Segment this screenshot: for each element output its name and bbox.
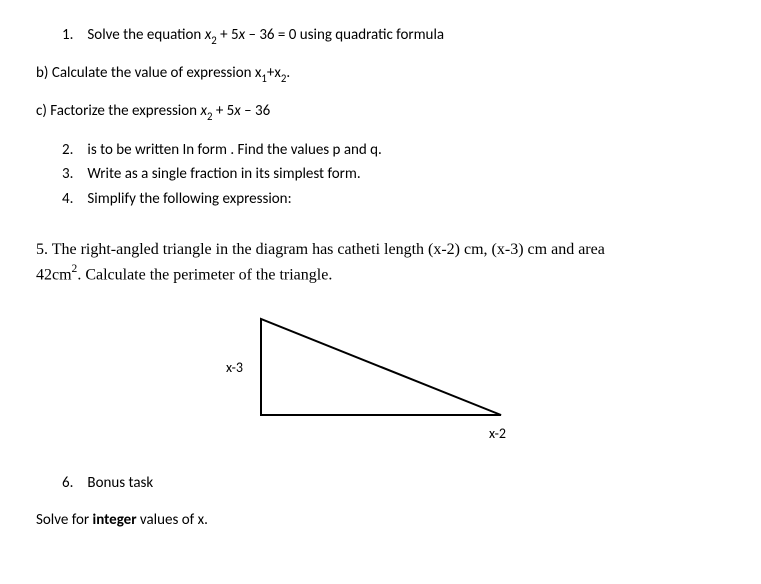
q3-number: 3. [62, 163, 84, 186]
question-4: 4. Simplify the following expression: [62, 188, 725, 211]
q6b-c: values of x. [137, 511, 208, 529]
q6-number: 6. [62, 472, 84, 495]
question-6b: Solve for integer values of x. [36, 509, 725, 532]
triangle-diagram: x-3 x-2 [226, 315, 725, 444]
question-1: 1. Solve the equation x2 + 5x – 36 = 0 u… [36, 24, 725, 48]
question-2: 2. is to be written In form . Find the v… [62, 139, 725, 162]
q6b-b: integer [93, 511, 137, 529]
q3-text: Write as a single fraction in its simple… [87, 165, 360, 183]
q5-line1c: length (x-2) cm, (x-3) cm and area [380, 241, 605, 258]
q2-number: 2. [62, 139, 84, 162]
q1b-s1: 1 [261, 72, 266, 85]
q6b-a: Solve for [36, 511, 93, 529]
q1c-sub2: 2 [207, 110, 212, 123]
q1b-plus: +x [267, 64, 281, 82]
q5-catheti: catheti [337, 241, 380, 258]
q1c-tail: – 36 [241, 102, 270, 120]
q1c-label: c) Factorize the expression [36, 102, 200, 120]
q1-text-before: Solve the equation [87, 26, 204, 44]
q5-line2b: . Calculate the perimeter of the triangl… [77, 266, 332, 283]
triangle-left-label: x-3 [226, 357, 243, 378]
triangle-shape [261, 319, 501, 415]
question-1c: c) Factorize the expression x2 + 5x – 36 [36, 100, 725, 124]
q5-sup: 2 [72, 263, 78, 275]
question-1b: b) Calculate the value of expression x1+… [36, 62, 725, 86]
q1c-x2: x [200, 102, 207, 120]
q1-sub2: 2 [211, 34, 216, 47]
q1-rest: + 5 [217, 26, 239, 44]
q1-tail: – 36 = 0 using quadratic formula [245, 26, 444, 44]
q5-line2a: 42cm [36, 266, 72, 283]
q5-line1a: 5. The right-angled triangle in the diag… [36, 241, 337, 258]
q4-number: 4. [62, 188, 84, 211]
triangle-bottom-label: x-2 [270, 423, 725, 444]
q1b-dot: . [286, 64, 290, 82]
q1b-label: b) Calculate the value of expression x [36, 64, 261, 82]
q2-text: is to be written In form . Find the valu… [87, 141, 381, 159]
question-6: 6. Bonus task [36, 472, 725, 495]
question-5: 5. The right-angled triangle in the diag… [36, 238, 725, 287]
triangle-svg [257, 315, 505, 419]
q6-text: Bonus task [87, 474, 153, 492]
list-234: 2. is to be written In form . Find the v… [36, 139, 725, 211]
q4-text: Simplify the following expression: [87, 190, 291, 208]
q1-number: 1. [62, 24, 84, 47]
question-3: 3. Write as a single fraction in its sim… [62, 163, 725, 186]
q1c-rest: + 5 [212, 102, 234, 120]
q1b-s2: 2 [281, 72, 286, 85]
